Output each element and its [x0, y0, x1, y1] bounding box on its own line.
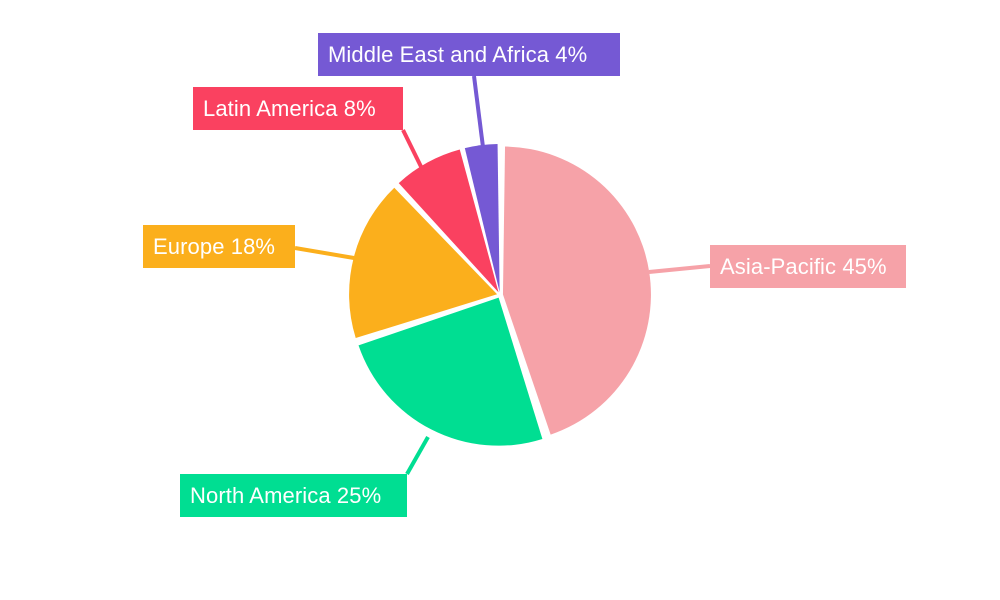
slice-label-text: Middle East and Africa 4%	[328, 41, 588, 67]
leader-line-north-america	[405, 436, 430, 475]
pie-slice-latin-america[interactable]	[398, 149, 499, 293]
leader-line-europe	[294, 246, 355, 260]
slice-label-latin-america[interactable]: Latin America 8%	[193, 87, 403, 130]
slice-label-europe[interactable]: Europe 18%	[143, 225, 295, 268]
pie-slice-middle-east-and-africa[interactable]	[464, 144, 500, 293]
leader-line-asia-pacific	[648, 264, 711, 274]
slice-label-text: Asia-Pacific 45%	[720, 253, 887, 279]
slice-label-middle-east-and-africa[interactable]: Middle East and Africa 4%	[318, 33, 620, 76]
slice-label-asia-pacific[interactable]: Asia-Pacific 45%	[710, 245, 906, 288]
leader-line-middle-east-and-africa	[472, 75, 486, 156]
slice-label-text: North America 25%	[190, 482, 382, 508]
pie-slice-group	[349, 144, 651, 446]
slice-label-north-america[interactable]: North America 25%	[180, 474, 407, 517]
pie-slice-europe[interactable]	[349, 187, 498, 339]
slice-label-text: Latin America 8%	[203, 95, 376, 121]
pie-slice-north-america[interactable]	[358, 297, 543, 446]
pie-slice-asia-pacific[interactable]	[502, 146, 651, 435]
slice-label-text: Europe 18%	[153, 233, 276, 259]
